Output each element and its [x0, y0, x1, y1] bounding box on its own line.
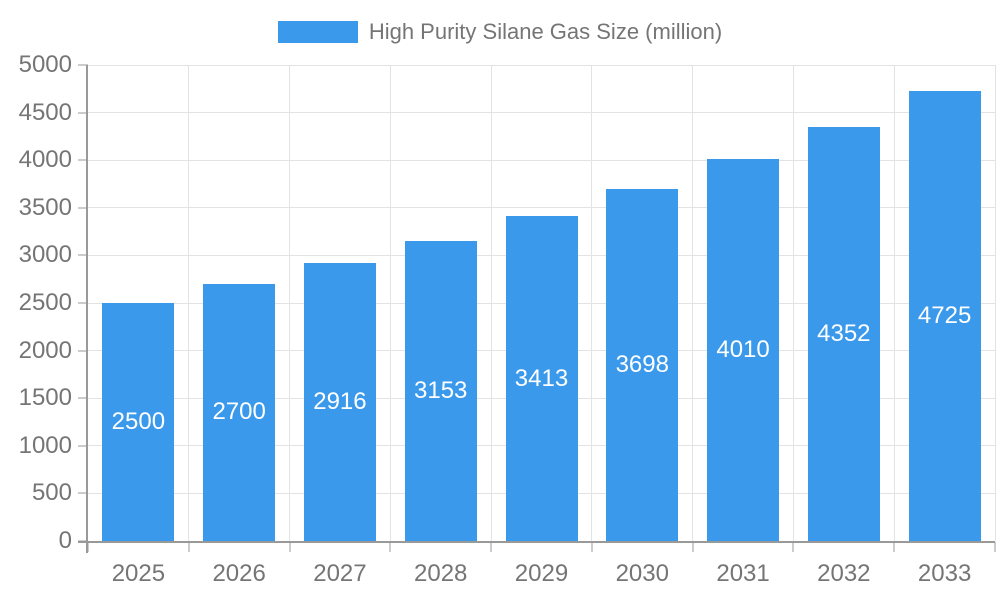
x-tick-label: 2031 — [716, 560, 770, 587]
y-tick-label: 0 — [58, 527, 72, 554]
y-tick-label: 1000 — [18, 431, 72, 459]
x-tick-label: 2027 — [313, 560, 367, 587]
x-tick-label: 2033 — [917, 560, 972, 587]
grid-line-v — [188, 65, 190, 541]
y-axis-tick — [78, 492, 88, 495]
x-axis-tick — [994, 542, 996, 552]
x-axis-tick — [288, 542, 291, 552]
grid-line-v — [893, 65, 895, 541]
y-tick-label: 4500 — [18, 98, 72, 126]
bar-value-label: 4010 — [716, 336, 770, 364]
grid-line-v — [994, 65, 996, 541]
grid-line-v — [792, 65, 794, 541]
bar[interactable] — [707, 159, 780, 541]
x-axis-tick — [389, 542, 392, 552]
x-axis-tick — [792, 542, 795, 552]
bar[interactable] — [303, 263, 376, 541]
x-axis-tick — [490, 542, 493, 552]
y-tick-label: 2500 — [18, 289, 72, 316]
bar[interactable] — [505, 216, 578, 541]
x-axis-tick — [590, 542, 593, 552]
grid-line-h — [88, 64, 995, 66]
x-tick-label: 2028 — [414, 560, 468, 587]
x-axis-tick — [691, 542, 694, 552]
y-tick-label: 4000 — [18, 146, 72, 174]
y-axis-tick — [78, 64, 88, 66]
y-axis-tick — [78, 397, 88, 400]
bar[interactable] — [807, 126, 880, 541]
bar-value-label: 3153 — [414, 376, 468, 404]
y-axis-tick — [78, 444, 88, 447]
y-axis-tick — [78, 254, 88, 257]
bar-value-label: 3698 — [615, 350, 669, 378]
x-tick-label: 2026 — [212, 560, 266, 587]
bar[interactable] — [102, 303, 175, 541]
bar-value-label: 2916 — [313, 388, 367, 416]
bar[interactable] — [908, 91, 981, 541]
grid-line-h — [88, 159, 995, 161]
x-axis-tick — [187, 542, 190, 552]
x-axis-tick — [893, 542, 896, 552]
x-tick-label: 2029 — [514, 560, 569, 587]
bar-value-label: 2500 — [111, 408, 166, 435]
y-axis-tick — [78, 111, 88, 114]
x-axis-tick — [87, 542, 89, 552]
y-tick-label: 500 — [31, 479, 72, 507]
y-axis-tick — [78, 349, 88, 352]
y-axis-tick — [78, 159, 88, 162]
y-axis-tick — [78, 206, 88, 209]
legend-label: High Purity Silane Gas Size (million) — [368, 19, 723, 44]
bar-value-label: 3413 — [514, 364, 569, 392]
x-tick-label: 2032 — [817, 560, 871, 587]
grid-line-v — [591, 65, 593, 541]
bar[interactable] — [606, 188, 679, 541]
bar[interactable] — [404, 240, 477, 541]
bar-value-label: 4725 — [917, 302, 972, 330]
grid-line-v — [692, 65, 694, 541]
x-axis-line — [78, 541, 995, 543]
grid-line-h — [88, 112, 995, 114]
grid-line-v — [289, 65, 291, 541]
legend[interactable]: High Purity Silane Gas Size (million) — [0, 20, 1000, 44]
bar[interactable] — [203, 283, 276, 541]
legend-swatch-icon — [277, 21, 358, 43]
grid-line-v — [389, 65, 391, 541]
y-axis-line — [86, 65, 88, 553]
grid-line-v — [490, 65, 492, 541]
y-tick-label: 3500 — [18, 193, 72, 221]
y-tick-label: 1500 — [18, 384, 72, 412]
y-tick-label: 5000 — [18, 51, 72, 78]
grid-line-h — [88, 207, 995, 209]
x-tick-label: 2030 — [615, 560, 669, 587]
y-axis-tick — [78, 302, 88, 304]
x-tick-label: 2025 — [111, 560, 166, 587]
y-tick-label: 2000 — [18, 336, 72, 364]
y-tick-label: 3000 — [18, 241, 72, 269]
bar-value-label: 4352 — [817, 319, 871, 347]
bar-value-label: 2700 — [212, 398, 266, 426]
